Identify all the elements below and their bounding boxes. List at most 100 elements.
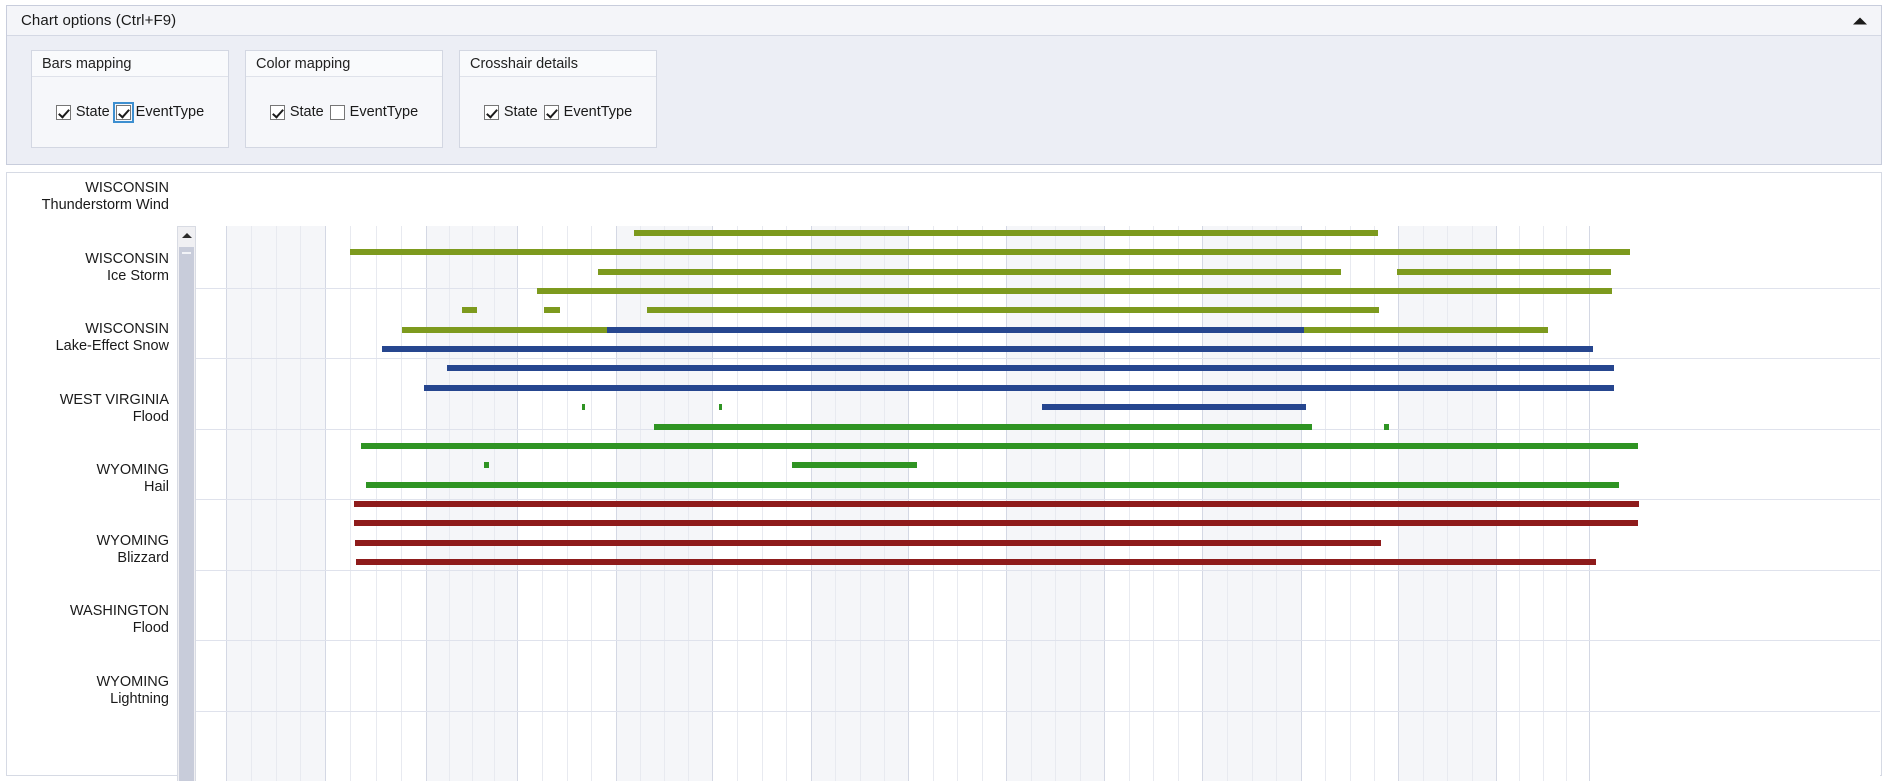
timeline-bar[interactable]: [895, 230, 1194, 236]
scroll-up-button[interactable]: [178, 227, 195, 244]
checkmark-icon[interactable]: [112, 101, 134, 123]
options-groups: Bars mapping State EventType Color map: [7, 36, 1881, 148]
timeline-bar[interactable]: [835, 462, 907, 468]
y-axis-label-4: WYOMING Hail: [0, 462, 170, 496]
timeline-plot[interactable]: [196, 226, 1880, 781]
timeline-bar[interactable]: [1042, 404, 1306, 410]
checkbox-bars-eventtype-label: EventType: [135, 104, 205, 120]
y-axis-label-state: WYOMING: [96, 533, 170, 549]
timeline-bar[interactable]: [647, 307, 1379, 313]
timeline-bar[interactable]: [904, 424, 1229, 430]
group-color-mapping-header: Color mapping: [246, 51, 442, 77]
gridline-horizontal: [196, 570, 1880, 571]
timeline-bar[interactable]: [551, 365, 1574, 371]
y-axis-label-event: Thunderstorm Wind: [41, 197, 169, 214]
timeline-bar[interactable]: [927, 540, 1313, 546]
timeline-bar[interactable]: [1397, 269, 1611, 275]
group-bars-mapping: Bars mapping State EventType: [31, 50, 229, 148]
checkmark-icon[interactable]: [543, 104, 559, 120]
timeline-bar[interactable]: [719, 404, 722, 410]
checkbox-color-state[interactable]: State: [269, 104, 324, 120]
vertical-scrollbar-thumb[interactable]: [179, 247, 194, 781]
group-bars-mapping-title: Bars mapping: [42, 55, 132, 72]
gridline-horizontal: [196, 711, 1880, 712]
y-axis-label-state: WYOMING: [96, 462, 170, 478]
y-axis-label-state: WISCONSIN: [85, 180, 169, 196]
chart-area: WISCONSIN Thunderstorm Wind WISCONSIN Ice S…: [6, 172, 1882, 781]
gridline-major: [325, 226, 326, 781]
empty-checkbox-icon[interactable]: [329, 104, 345, 120]
chart-options-header[interactable]: Chart options (Ctrl+F9): [7, 6, 1881, 36]
timeline-bar[interactable]: [366, 482, 1539, 488]
vertical-scrollbar[interactable]: [177, 226, 196, 781]
checkbox-color-eventtype-label: EventType: [349, 104, 419, 120]
timeline-bar[interactable]: [670, 269, 1341, 275]
timeline-bar[interactable]: [543, 559, 1596, 565]
timeline-bar[interactable]: [1384, 424, 1389, 430]
timeline-bar[interactable]: [354, 520, 1541, 526]
timeline-bar[interactable]: [582, 404, 585, 410]
group-bars-mapping-body: State EventType: [32, 77, 228, 147]
timeline-bar[interactable]: [382, 346, 1593, 352]
checkmark-icon[interactable]: [55, 104, 71, 120]
checkbox-bars-state-label: State: [75, 104, 110, 120]
timeline-bar[interactable]: [744, 307, 747, 313]
y-axis-label-event: Lightning: [110, 691, 169, 708]
gridline-minor: [300, 226, 301, 781]
y-axis-label-event: Hail: [144, 479, 169, 496]
timeline-bar[interactable]: [532, 540, 755, 546]
y-axis-label-event: Blizzard: [117, 550, 169, 567]
y-axis-label-state: WISCONSIN: [85, 251, 169, 267]
timeline-bar[interactable]: [607, 327, 1304, 333]
timeline-bar[interactable]: [354, 501, 1611, 507]
y-axis-label-event: Ice Storm: [106, 268, 169, 285]
checkbox-color-eventtype[interactable]: EventType: [329, 104, 419, 120]
y-axis-label-state: WYOMING: [96, 674, 170, 690]
group-crosshair-details-header: Crosshair details: [460, 51, 656, 77]
y-axis-label-5: WYOMING Blizzard: [0, 533, 170, 567]
triangle-up-icon: [181, 233, 192, 238]
chevron-up-icon[interactable]: [1853, 17, 1867, 24]
timeline-bar[interactable]: [355, 540, 1381, 546]
group-color-mapping: Color mapping State EventType: [245, 50, 443, 148]
group-color-mapping-body: State EventType: [246, 77, 442, 147]
checkmark-icon[interactable]: [269, 104, 285, 120]
y-axis-label-3: WEST VIRGINIA Flood: [0, 392, 169, 426]
gridline-horizontal: [196, 499, 1880, 500]
timeline-bar[interactable]: [544, 307, 560, 313]
timeline-bar[interactable]: [484, 462, 489, 468]
checkmark-icon[interactable]: [483, 104, 499, 120]
checkbox-bars-state[interactable]: State: [55, 104, 110, 120]
checkbox-crosshair-eventtype-label: EventType: [563, 104, 633, 120]
y-axis-label-state: WASHINGTON: [69, 603, 169, 619]
timeline-bar[interactable]: [904, 462, 908, 468]
y-axis-label-state: WEST VIRGINIA: [59, 392, 169, 408]
timeline-bar[interactable]: [1567, 269, 1572, 275]
checkbox-crosshair-state[interactable]: State: [483, 104, 538, 120]
chart-options-panel: Chart options (Ctrl+F9) Bars mapping Sta…: [6, 5, 1882, 165]
timeline-bar[interactable]: [654, 288, 1336, 294]
checkbox-crosshair-state-label: State: [503, 104, 538, 120]
group-crosshair-details: Crosshair details State EventType: [459, 50, 657, 148]
chart-options-title: Chart options (Ctrl+F9): [21, 12, 177, 29]
y-axis-category-labels: WISCONSIN Thunderstorm Wind WISCONSIN Ice S…: [7, 173, 177, 729]
y-axis-label-1: WISCONSIN Ice Storm: [0, 251, 169, 285]
y-axis-label-event: Flood: [132, 620, 169, 637]
timeline-bar[interactable]: [1154, 404, 1159, 410]
timeline-bar[interactable]: [355, 249, 1616, 255]
timeline-bar[interactable]: [462, 307, 476, 313]
timeline-bar[interactable]: [370, 443, 1638, 449]
y-axis-label-2: WISCONSIN Lake-Effect Snow: [0, 321, 169, 355]
gridline-minor: [251, 226, 252, 781]
timeline-bar[interactable]: [556, 385, 1614, 391]
y-axis-label-state: WISCONSIN: [85, 321, 169, 337]
checkbox-bars-eventtype[interactable]: EventType: [112, 101, 205, 123]
gridline-horizontal: [196, 358, 1880, 359]
gridline-major: [226, 226, 227, 781]
group-crosshair-details-title: Crosshair details: [470, 55, 578, 72]
group-crosshair-details-body: State EventType: [460, 77, 656, 147]
y-axis-label-7: WYOMING Lightning: [0, 674, 170, 708]
timeline-bar[interactable]: [401, 249, 546, 255]
checkbox-crosshair-eventtype[interactable]: EventType: [543, 104, 633, 120]
